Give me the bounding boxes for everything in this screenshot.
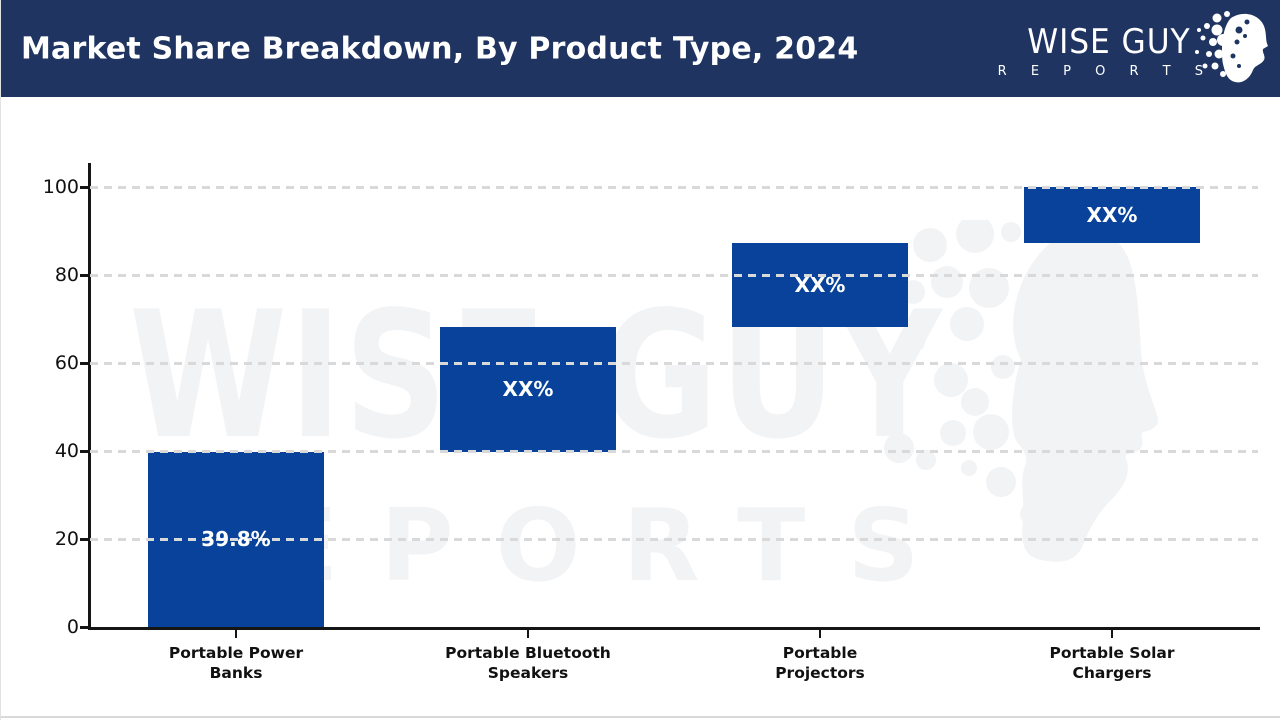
dotted-head-profile-icon bbox=[1195, 11, 1268, 83]
bar-portable-solar-chargers bbox=[1024, 187, 1200, 243]
bottom-divider bbox=[1, 716, 1280, 718]
bar-portable-projectors bbox=[732, 242, 908, 327]
logo-subtitle: R E P O R T S bbox=[997, 64, 1213, 79]
watermark-head-icon bbox=[884, 220, 1159, 562]
category-label-portable-power-banks: Portable Power Banks bbox=[106, 643, 366, 683]
x-tick-mark bbox=[234, 630, 238, 638]
y-tick-mark bbox=[80, 538, 89, 541]
gridline-20 bbox=[90, 537, 1258, 541]
y-tick-mark bbox=[80, 274, 89, 277]
y-tick-label: 60 bbox=[54, 352, 79, 374]
category-label-portable-bluetooth-speakers: Portable Bluetooth Speakers bbox=[398, 643, 658, 683]
category-label-line: Chargers bbox=[1072, 664, 1152, 682]
bar-value-label-portable-power-banks: 39.8% bbox=[201, 527, 271, 552]
y-tick-label: 40 bbox=[54, 440, 79, 462]
x-tick-mark bbox=[818, 630, 822, 638]
y-tick-mark bbox=[80, 626, 89, 629]
category-label-line: Speakers bbox=[487, 664, 569, 682]
x-tick-mark bbox=[526, 630, 530, 638]
bar-value-label-portable-projectors: XX% bbox=[794, 272, 846, 297]
y-tick-label: 0 bbox=[66, 616, 79, 638]
y-tick-label: 20 bbox=[54, 528, 79, 550]
waterfall-chart: WISE GUY REPORTS 39.8% XX% XX% XX% 0 bbox=[1, 97, 1280, 720]
category-label-line: Portable bbox=[782, 644, 858, 662]
y-tick-label: 80 bbox=[54, 264, 79, 286]
category-label-portable-projectors: Portable Projectors bbox=[690, 643, 950, 683]
y-tick-mark bbox=[80, 450, 89, 453]
wise-guy-logo: WISE GUY R E P O R T S bbox=[998, 6, 1271, 91]
gridline-40 bbox=[90, 449, 1258, 453]
logo-text: WISE GUY R E P O R T S bbox=[998, 22, 1203, 79]
gridline-100 bbox=[90, 185, 1258, 189]
y-axis-line bbox=[88, 163, 91, 630]
gridline-80 bbox=[90, 273, 1258, 277]
category-label-line: Portable Solar bbox=[1049, 644, 1175, 662]
y-tick-mark bbox=[80, 362, 89, 365]
bar-value-label-portable-solar-chargers: XX% bbox=[1086, 202, 1138, 227]
bar-value-label-portable-bluetooth-speakers: XX% bbox=[502, 377, 554, 402]
x-axis-line bbox=[88, 627, 1260, 630]
page-title: Market Share Breakdown, By Product Type,… bbox=[21, 31, 859, 66]
category-label-line: Portable Bluetooth bbox=[445, 644, 611, 662]
y-tick-label: 100 bbox=[42, 176, 79, 198]
category-label-portable-solar-chargers: Portable Solar Chargers bbox=[982, 643, 1242, 683]
logo-wordmark: WISE GUY bbox=[1026, 22, 1191, 62]
category-label-line: Portable Power bbox=[168, 644, 304, 662]
x-tick-mark bbox=[1110, 630, 1114, 638]
category-label-line: Projectors bbox=[775, 664, 865, 682]
category-label-line: Banks bbox=[209, 664, 263, 682]
bar-portable-bluetooth-speakers bbox=[440, 326, 616, 452]
y-tick-mark bbox=[80, 186, 89, 189]
gridline-60 bbox=[90, 361, 1258, 365]
header-band: Market Share Breakdown, By Product Type,… bbox=[1, 0, 1280, 97]
